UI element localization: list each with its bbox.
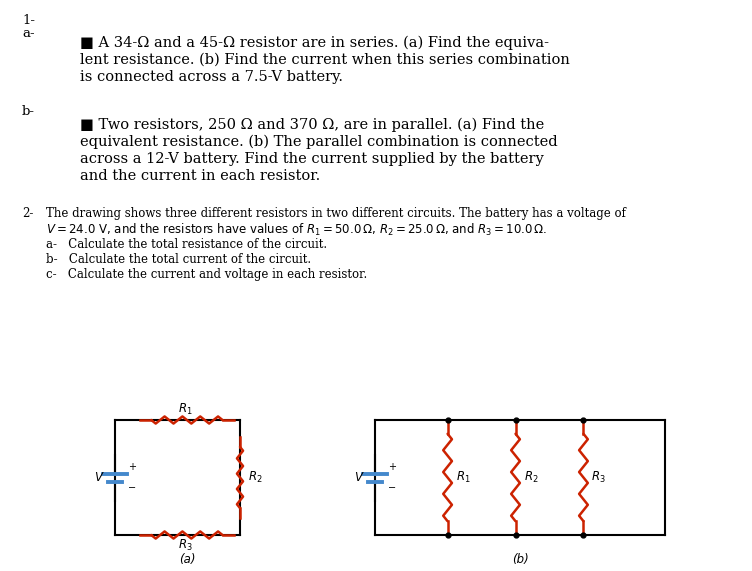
Text: (a): (a) xyxy=(179,553,196,566)
Text: and the current in each resistor.: and the current in each resistor. xyxy=(80,169,320,183)
Text: equivalent resistance. (b) The parallel combination is connected: equivalent resistance. (b) The parallel … xyxy=(80,135,558,150)
Text: $R_3$: $R_3$ xyxy=(592,470,606,485)
Text: $R_2$: $R_2$ xyxy=(523,470,538,485)
Text: b-   Calculate the total current of the circuit.: b- Calculate the total current of the ci… xyxy=(46,253,311,266)
Text: a-   Calculate the total resistance of the circuit.: a- Calculate the total resistance of the… xyxy=(46,238,327,251)
Text: 1-: 1- xyxy=(22,14,35,27)
Text: ■ A 34-Ω and a 45-Ω resistor are in series. (a) Find the equiva-: ■ A 34-Ω and a 45-Ω resistor are in seri… xyxy=(80,36,549,50)
Text: $V$: $V$ xyxy=(354,471,365,484)
Text: 2-: 2- xyxy=(22,207,33,220)
Text: $R_3$: $R_3$ xyxy=(177,538,193,553)
Text: $V = 24.0$ V, and the resistors have values of $\mathit{R}_1 = 50.0\,\Omega$, $\: $V = 24.0$ V, and the resistors have val… xyxy=(46,222,547,238)
Text: across a 12-V battery. Find the current supplied by the battery: across a 12-V battery. Find the current … xyxy=(80,152,544,166)
Text: ■ Two resistors, 250 Ω and 370 Ω, are in parallel. (a) Find the: ■ Two resistors, 250 Ω and 370 Ω, are in… xyxy=(80,118,544,132)
Text: lent resistance. (b) Find the current when this series combination: lent resistance. (b) Find the current wh… xyxy=(80,53,570,67)
Text: −: − xyxy=(388,484,396,493)
Text: +: + xyxy=(128,461,136,472)
Text: +: + xyxy=(388,461,396,472)
Text: is connected across a 7.5-V battery.: is connected across a 7.5-V battery. xyxy=(80,70,343,84)
Text: $R_2$: $R_2$ xyxy=(248,470,262,485)
Text: The drawing shows three different resistors in two different circuits. The batte: The drawing shows three different resist… xyxy=(46,207,626,220)
Text: (b): (b) xyxy=(511,553,529,566)
Text: c-   Calculate the current and voltage in each resistor.: c- Calculate the current and voltage in … xyxy=(46,268,367,281)
Text: $V$: $V$ xyxy=(94,471,105,484)
Text: −: − xyxy=(128,484,136,493)
Text: b-: b- xyxy=(22,105,35,118)
Text: $R_1$: $R_1$ xyxy=(456,470,470,485)
Text: a-: a- xyxy=(22,27,35,40)
Text: $R_1$: $R_1$ xyxy=(177,402,193,417)
